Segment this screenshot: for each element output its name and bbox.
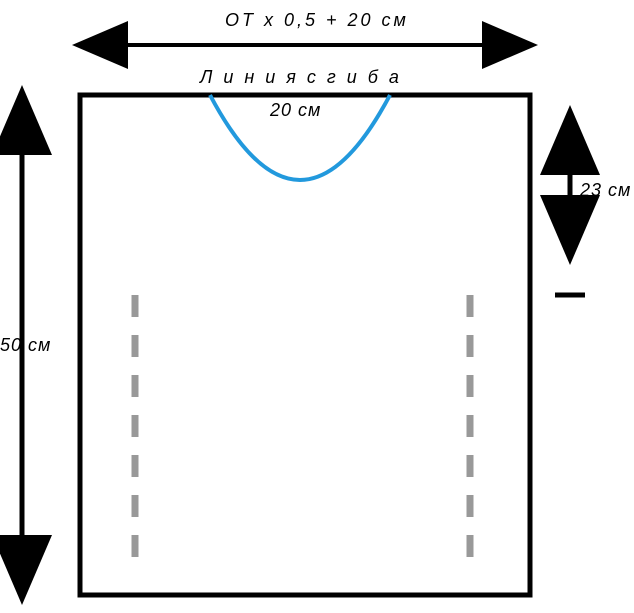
neckline-width-label: 20 см bbox=[270, 100, 321, 121]
pattern-outline bbox=[80, 95, 530, 595]
height-dimension-label: 50 см bbox=[0, 335, 51, 356]
neckline-depth-label: 23 см bbox=[580, 180, 631, 201]
width-dimension-label: ОТ х 0,5 + 20 см bbox=[225, 10, 409, 31]
fold-line-label: Л и н и я с г и б а bbox=[200, 67, 402, 88]
pattern-diagram bbox=[0, 0, 634, 613]
